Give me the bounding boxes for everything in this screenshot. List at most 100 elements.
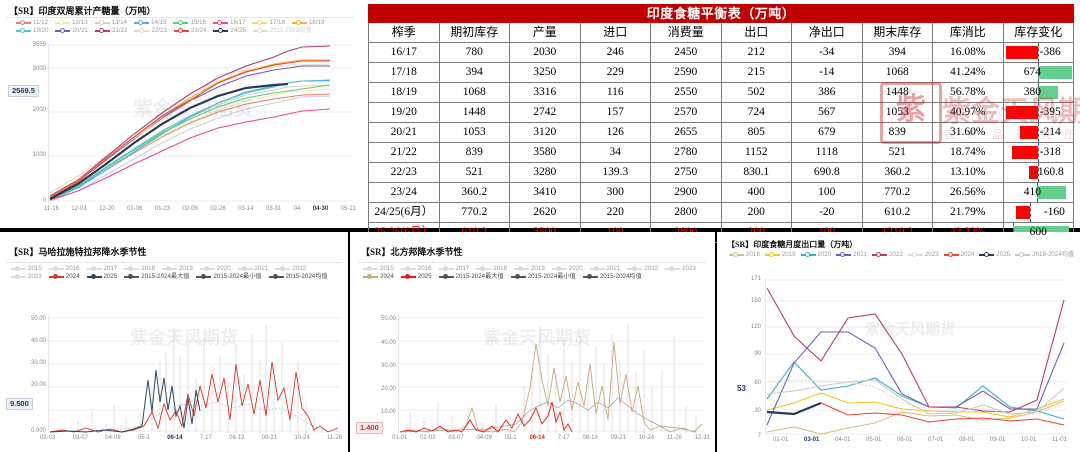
- cell-consumption: 2590: [650, 62, 722, 83]
- table-row: 20/21 1053 3120 126 2655 805 679 839 31.…: [368, 122, 1074, 143]
- legend-item[interactable]: 2015-2024最大值: [438, 272, 504, 281]
- legend-item[interactable]: 24/25: [213, 27, 246, 35]
- legend-item[interactable]: 2018-2024均值: [1015, 251, 1074, 259]
- legend-item[interactable]: 2024: [943, 251, 974, 259]
- legend-item[interactable]: 2019: [764, 250, 796, 259]
- legend-item[interactable]: 2015-2024均值: [268, 273, 328, 281]
- legend-item[interactable]: 2023: [665, 265, 696, 273]
- legend-item[interactable]: 15/16: [173, 19, 206, 27]
- cell-production: 2620: [509, 202, 581, 223]
- legend-item[interactable]: 2019: [162, 265, 193, 273]
- legend-item[interactable]: 2019: [514, 265, 545, 273]
- cell-import: 220: [579, 202, 651, 223]
- cell-export: 830.1: [720, 162, 792, 183]
- legend-item[interactable]: 22/23: [134, 27, 167, 35]
- legend-item[interactable]: 2015-2024最小值: [196, 273, 262, 281]
- table-row: 22/23 521 3280 139.3 2750 830.1 690.8 36…: [368, 162, 1074, 183]
- legend-item[interactable]: 2024: [48, 273, 80, 281]
- cell-season: 24/25(6月）: [368, 202, 440, 223]
- legend-item[interactable]: 2021: [589, 265, 620, 273]
- legend-item[interactable]: 2018: [124, 265, 155, 273]
- x-tick: 10-24: [294, 435, 310, 441]
- legend-item[interactable]: 2015-2024最大值: [124, 273, 189, 281]
- legend-item[interactable]: 2020: [800, 251, 831, 259]
- legend-item[interactable]: 2025: [86, 273, 117, 281]
- panel-monthly-export: 【SR】印度食糖月度出口量（万吨） 2018 2019 2020 2021 20…: [717, 232, 1080, 452]
- x-tick: 01-01: [392, 435, 408, 441]
- legend-label: 2018: [141, 264, 156, 272]
- legend-item[interactable]: 2011-2023均值: [252, 27, 311, 35]
- legend-item[interactable]: 2023: [907, 251, 939, 259]
- cell-import: 229: [579, 62, 651, 83]
- legend-item[interactable]: 2015-2024均值: [582, 273, 642, 281]
- legend-item[interactable]: 2024: [363, 273, 394, 281]
- legend-item[interactable]: 17/18: [252, 19, 285, 27]
- cell-export: 212: [720, 42, 792, 63]
- legend-item[interactable]: 13/14: [94, 19, 127, 27]
- col-header-net-export: 净出口: [791, 22, 863, 43]
- legend-label: 2019: [781, 250, 796, 258]
- legend-item[interactable]: 2018: [729, 251, 760, 259]
- legend-item[interactable]: 2025: [400, 272, 432, 281]
- legend-marker-icon: [55, 19, 71, 27]
- legend-marker-icon: [173, 19, 189, 27]
- legend-item[interactable]: 2015-2024最小值: [510, 273, 576, 281]
- legend-north-rain[interactable]: 2015 2016 2017 2018 2019 2020 2021 2022 …: [363, 265, 707, 281]
- legend-item[interactable]: 2016: [400, 264, 432, 273]
- y-tick: 2000: [32, 107, 46, 113]
- legend-item[interactable]: 2020: [199, 265, 231, 273]
- legend-item[interactable]: 16/17: [212, 19, 245, 27]
- legend-item[interactable]: 2016: [48, 265, 80, 273]
- x-tick: 08-01: [959, 437, 975, 443]
- cell-stock-change-value: 600: [1029, 226, 1047, 238]
- legend-item[interactable]: 23/24: [173, 27, 206, 35]
- legend-marker-icon: [400, 273, 416, 281]
- legend-item[interactable]: 12/13: [55, 19, 88, 27]
- legend-item[interactable]: 2017: [86, 264, 118, 273]
- legend-item[interactable]: 21/22: [94, 27, 127, 35]
- cell-open-stock: 360.2: [438, 182, 510, 203]
- x-tick: 02-26: [210, 206, 226, 212]
- legend-item[interactable]: 2022: [872, 251, 903, 259]
- legend-item[interactable]: 2020: [551, 264, 583, 273]
- legend-item[interactable]: 20/21: [55, 27, 88, 35]
- cell-stock-ratio: 41.24%: [932, 62, 1004, 83]
- legend-item[interactable]: 2015: [363, 265, 394, 273]
- x-tick-highlighted: 03-01: [804, 437, 820, 443]
- legend-item[interactable]: 2022: [275, 265, 306, 273]
- x-tick: 01-06: [126, 206, 143, 212]
- legend-monthly-export[interactable]: 2018 2019 2020 2021 2022 2023 2024 2025 …: [729, 251, 1077, 259]
- cell-stock-change: 600: [1002, 222, 1074, 243]
- cell-export: 200: [720, 202, 792, 223]
- legend-cumulative-sugar[interactable]: 11/12 12/13 13/14 14/15 15/16 16/17 17/1…: [16, 19, 352, 35]
- legend-item[interactable]: 2021: [237, 265, 268, 273]
- x-tick-highlighted: 06-14: [529, 435, 545, 441]
- x-axis-maharashtra-rain: 02-03 03-07 04-09 05-1 06-14 7-17 08-19 …: [40, 435, 342, 441]
- legend-item[interactable]: 2025: [979, 251, 1010, 259]
- legend-item[interactable]: 2017: [438, 265, 469, 273]
- y-tick: 0.000: [30, 428, 46, 434]
- x-tick: 03-07: [448, 435, 464, 441]
- legend-item[interactable]: 19/20: [16, 27, 48, 35]
- legend-item[interactable]: 14/15: [134, 19, 166, 27]
- legend-item[interactable]: 2021: [836, 251, 867, 259]
- legend-label: 19/20: [33, 26, 49, 34]
- legend-label: 2016: [417, 264, 432, 272]
- cell-production: 3250: [509, 62, 581, 83]
- cell-stock-change-value: -214: [1039, 126, 1061, 138]
- legend-item[interactable]: 2023: [11, 273, 42, 281]
- legend-label: 2025: [417, 272, 432, 280]
- legend-marker-icon: [268, 273, 284, 281]
- legend-label: 2015-2024最大值: [455, 272, 504, 280]
- y-tick: 3559: [32, 42, 46, 48]
- legend-label: 2017: [103, 264, 118, 272]
- legend-item[interactable]: 2015: [11, 265, 42, 273]
- legend-item[interactable]: 18/19: [291, 19, 324, 27]
- x-tick: 05-1: [137, 435, 150, 441]
- legend-label: 2020: [568, 264, 583, 272]
- legend-item[interactable]: 2018: [476, 265, 507, 273]
- legend-item[interactable]: 2022: [627, 265, 658, 273]
- legend-maharashtra-rain[interactable]: 2015 2016 2017 2018 2019 2020 2021 2022 …: [11, 265, 341, 281]
- legend-item[interactable]: 11/12: [16, 19, 48, 27]
- cell-season: 16/17: [368, 42, 440, 63]
